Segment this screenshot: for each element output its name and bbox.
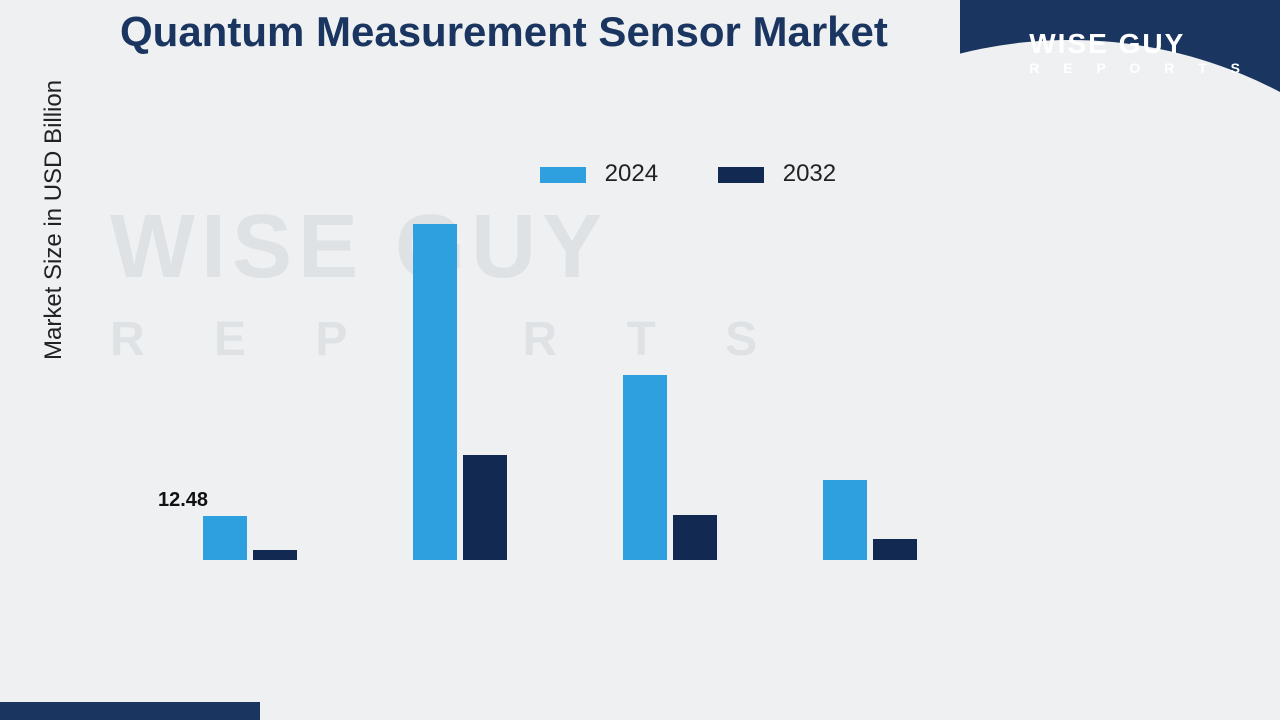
bar-2024 bbox=[413, 224, 457, 560]
brand-line2: R E P O R T S bbox=[1029, 60, 1250, 76]
legend-item-2032: 2032 bbox=[718, 160, 836, 188]
bar-2032 bbox=[673, 515, 717, 561]
brand-line1: WISE GUY bbox=[1029, 30, 1250, 58]
legend-swatch-2024 bbox=[540, 167, 586, 183]
legend-item-2024: 2024 bbox=[540, 160, 658, 188]
bar-2032 bbox=[873, 539, 917, 560]
brand-logo: WISE GUY R E P O R T S bbox=[1029, 30, 1250, 76]
bar-2032 bbox=[463, 455, 507, 560]
legend-swatch-2032 bbox=[718, 167, 764, 183]
bar-2024 bbox=[823, 480, 867, 561]
bar-2032 bbox=[253, 550, 297, 561]
chart-stage: WISE GUY R E P O R T S Quantum Measureme… bbox=[0, 0, 1280, 720]
bar-2024 bbox=[203, 516, 247, 560]
legend: 2024 2032 bbox=[540, 160, 836, 188]
legend-label-2032: 2032 bbox=[783, 160, 836, 187]
chart-title: Quantum Measurement Sensor Market bbox=[120, 8, 888, 56]
bottom-accent-bar bbox=[0, 702, 260, 720]
y-axis-label: Market Size in USD Billion bbox=[40, 80, 68, 360]
legend-label-2024: 2024 bbox=[605, 160, 658, 187]
value-label: 12.48 bbox=[158, 489, 208, 512]
bar-2024 bbox=[623, 375, 667, 561]
plot-area: 12.48DiamondMagnetometersNitrogen-Vacanc… bbox=[110, 210, 940, 560]
